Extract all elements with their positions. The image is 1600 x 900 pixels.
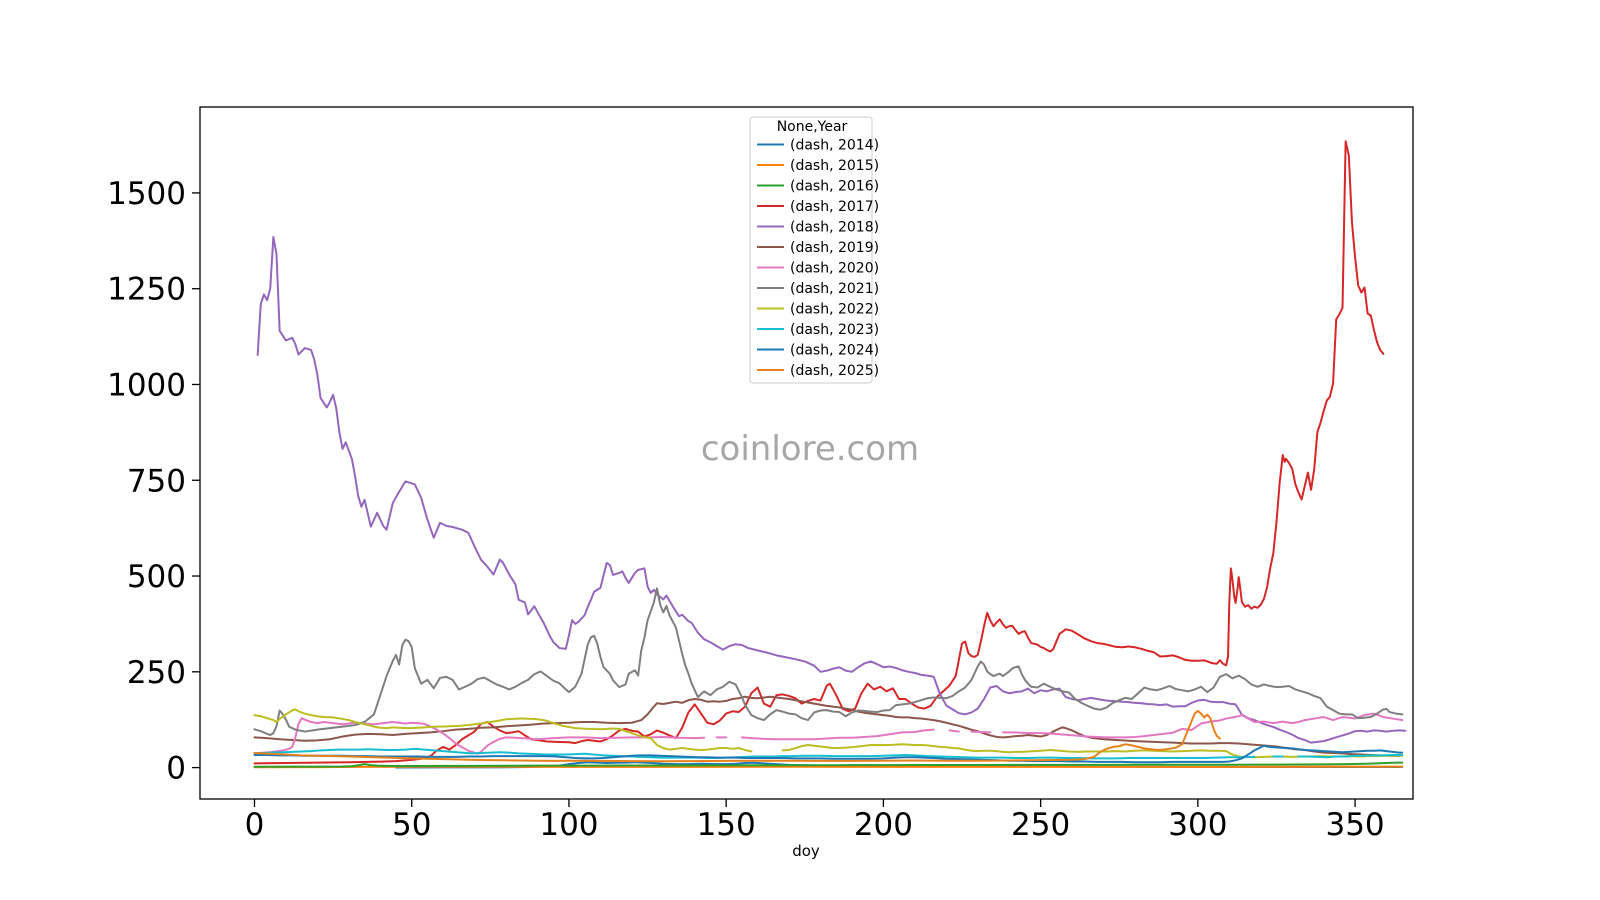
y-tick-label: 250 — [127, 655, 186, 691]
legend-title: None,Year — [777, 119, 848, 135]
y-tick-label: 1000 — [107, 367, 186, 403]
x-tick-label: 300 — [1168, 807, 1227, 843]
x-tick-label: 350 — [1325, 807, 1384, 843]
y-tick-label: 1500 — [107, 176, 186, 212]
x-axis-label: doy — [792, 842, 820, 860]
legend-box — [749, 116, 873, 384]
series-line-2018 — [256, 235, 1407, 744]
legend-entry-label: (dash, 2022) — [790, 302, 879, 318]
legend-entry-label: (dash, 2019) — [790, 240, 879, 256]
legend-entry-label: (dash, 2018) — [790, 220, 879, 236]
x-tick-label: 100 — [539, 807, 598, 843]
series-line-2024 — [253, 744, 1404, 764]
y-tick-label: 750 — [127, 463, 186, 499]
legend-entry-label: (dash, 2015) — [790, 158, 879, 174]
axes: 0 50 100 150 200 250 300 350 0 250 500 750 1000 1250 1… — [107, 106, 1414, 843]
legend-entry-label: (dash, 2021) — [790, 281, 879, 297]
legend-entry-label: (dash, 2016) — [790, 179, 879, 195]
legend: (dash, 2014) (dash, 2015) (dash, 2016) (das… — [749, 116, 879, 384]
series-line-2019 — [253, 695, 1401, 758]
legend-entry-label: (dash, 2020) — [790, 261, 879, 277]
series-line-2016 — [253, 761, 1404, 768]
x-tick-label: 50 — [392, 807, 431, 843]
x-tick-label: 200 — [854, 807, 913, 843]
x-tick-label: 250 — [1011, 807, 1070, 843]
series-line-2025 — [253, 709, 1221, 763]
legend-entry-label: (dash, 2017) — [790, 199, 879, 215]
x-tick-label: 150 — [697, 807, 756, 843]
series-lines — [253, 140, 1407, 769]
y-tick-label: 500 — [127, 559, 186, 595]
legend-entry-label: (dash, 2024) — [790, 343, 879, 359]
y-tick-label: 1250 — [107, 272, 186, 308]
plot-area — [199, 106, 1414, 800]
x-tick-label: 0 — [245, 807, 265, 843]
watermark: coinlore.com — [701, 429, 919, 469]
series-line-2021 — [253, 587, 1404, 737]
legend-entry-label: (dash, 2025) — [790, 363, 879, 379]
series-line-2020 — [253, 712, 1404, 755]
y-tick-label: 0 — [166, 751, 186, 787]
legend-entry-label: (dash, 2023) — [790, 322, 879, 338]
legend-entry-label: (dash, 2014) — [790, 138, 879, 154]
